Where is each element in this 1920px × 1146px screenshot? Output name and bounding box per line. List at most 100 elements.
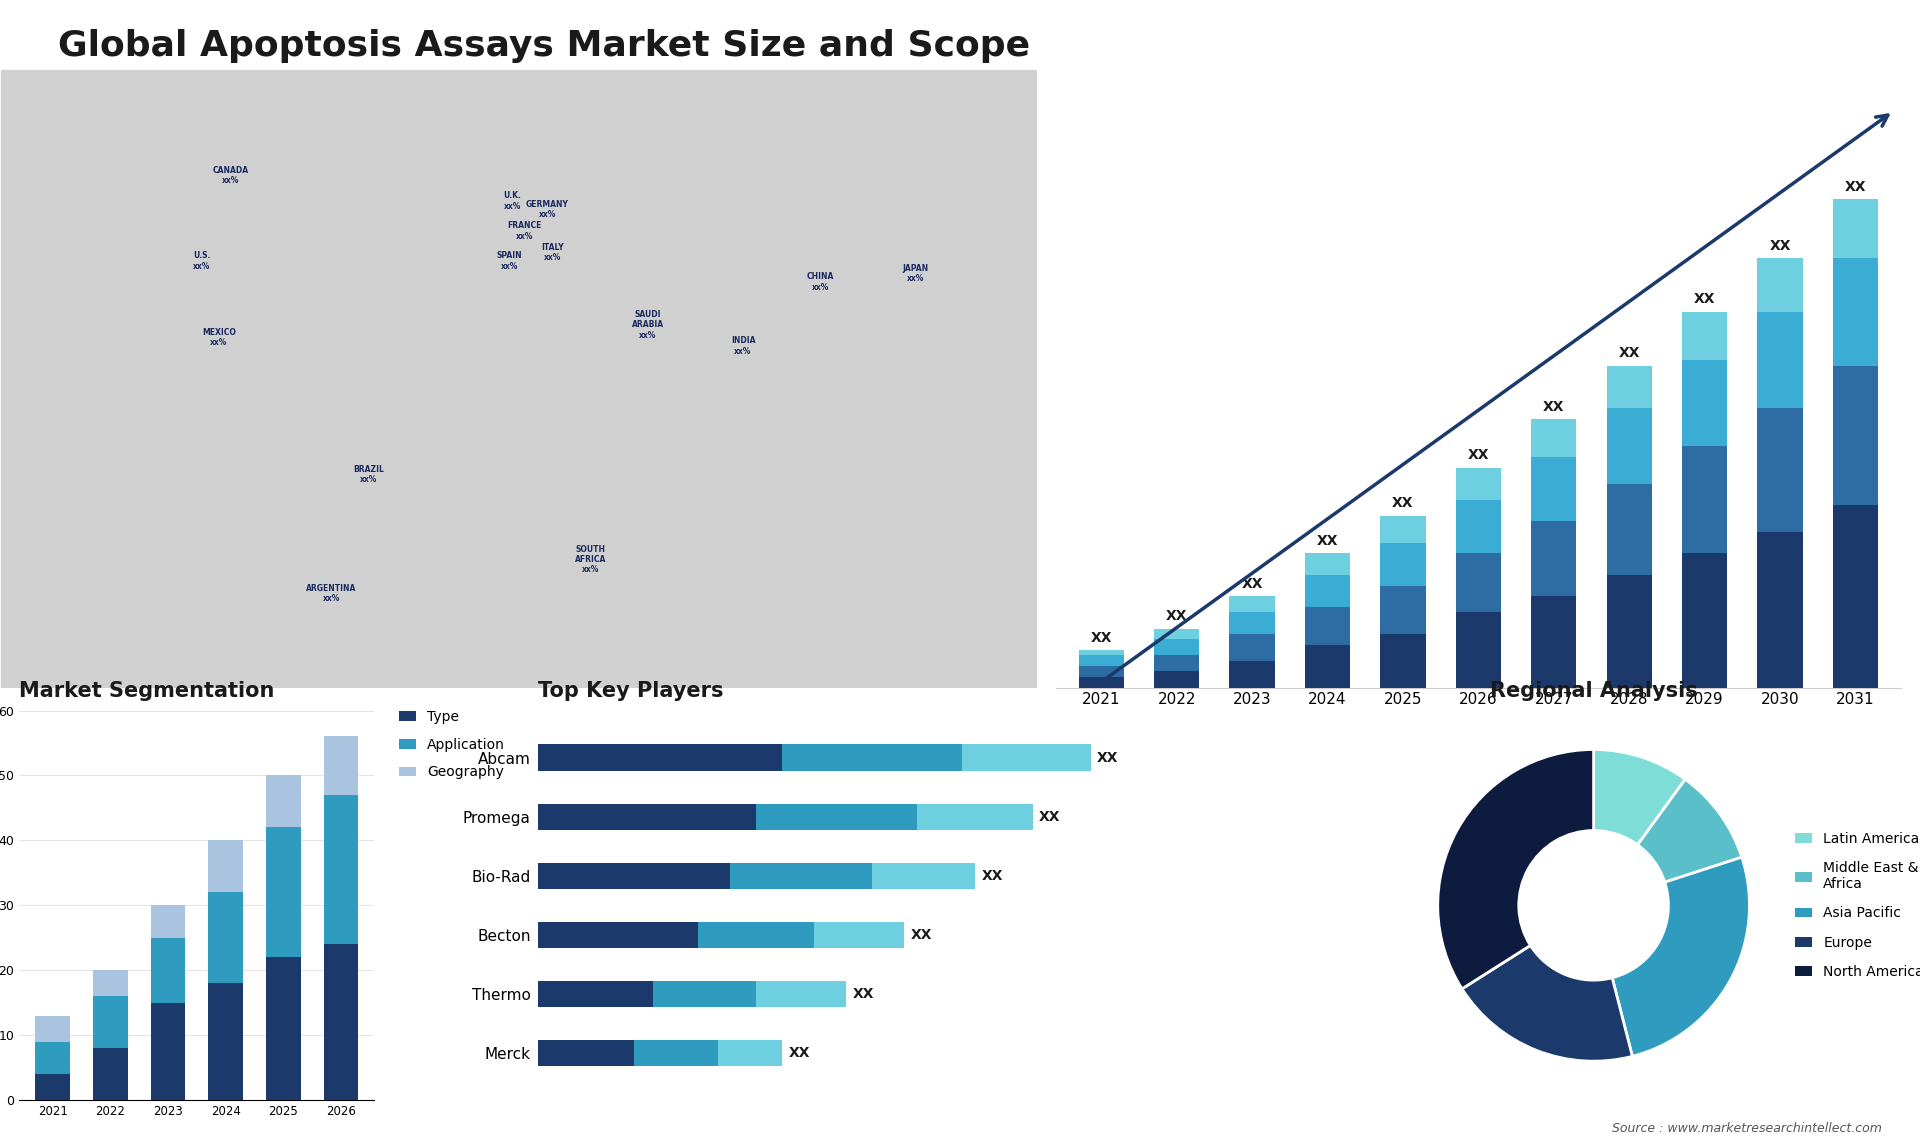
Legend: Type, Application, Geography: Type, Application, Geography <box>399 709 505 779</box>
Text: XX: XX <box>1619 346 1640 360</box>
Bar <box>1154 672 1200 688</box>
Bar <box>209 840 244 893</box>
Bar <box>35 1074 69 1100</box>
Bar <box>1154 639 1200 656</box>
Bar <box>1306 645 1350 688</box>
Bar <box>538 1039 634 1066</box>
Bar <box>150 937 184 1003</box>
Bar <box>1306 607 1350 645</box>
Text: MEXICO
xx%: MEXICO xx% <box>202 328 236 347</box>
Text: CANADA
xx%: CANADA xx% <box>213 166 248 186</box>
Bar <box>92 1049 127 1100</box>
Text: XX: XX <box>789 1046 810 1060</box>
Bar <box>1607 366 1651 408</box>
Bar <box>1079 656 1123 666</box>
Bar <box>1079 666 1123 677</box>
Wedge shape <box>1461 945 1632 1061</box>
Text: INDIA
xx%: INDIA xx% <box>732 337 755 356</box>
Legend: Latin America, Middle East &
Africa, Asia Pacific, Europe, North America: Latin America, Middle East & Africa, Asi… <box>1795 832 1920 979</box>
Bar <box>1154 628 1200 639</box>
Text: SPAIN
xx%: SPAIN xx% <box>497 251 522 270</box>
Bar <box>1834 366 1878 505</box>
Bar <box>1455 500 1501 554</box>
Bar <box>1154 656 1200 672</box>
Bar <box>1079 650 1123 656</box>
Text: BRAZIL
xx%: BRAZIL xx% <box>353 464 384 484</box>
Text: XX: XX <box>1096 751 1119 764</box>
Bar <box>1757 258 1803 312</box>
Bar <box>962 745 1091 771</box>
Text: XX: XX <box>1039 810 1060 824</box>
Text: Global Apoptosis Assays Market Size and Scope: Global Apoptosis Assays Market Size and … <box>58 29 1029 63</box>
Bar <box>1455 612 1501 688</box>
Text: JAPAN
xx%: JAPAN xx% <box>902 264 929 283</box>
Bar <box>1530 457 1576 521</box>
Bar <box>1380 586 1425 634</box>
Text: XX: XX <box>1317 534 1338 548</box>
Bar <box>1530 521 1576 596</box>
Text: Market Segmentation: Market Segmentation <box>19 681 275 700</box>
Bar <box>1682 360 1728 446</box>
Text: XX: XX <box>1845 180 1866 194</box>
Bar <box>1380 516 1425 543</box>
Bar <box>872 863 975 889</box>
Bar <box>1682 446 1728 554</box>
Bar <box>781 745 962 771</box>
Wedge shape <box>1594 749 1686 845</box>
Text: XX: XX <box>1091 630 1112 645</box>
Text: Source : www.marketresearchintellect.com: Source : www.marketresearchintellect.com <box>1611 1122 1882 1135</box>
Bar <box>699 921 814 948</box>
Bar <box>1380 543 1425 586</box>
Bar <box>538 803 756 830</box>
Bar <box>1607 484 1651 575</box>
Bar <box>209 893 244 983</box>
Bar <box>1306 554 1350 575</box>
Bar <box>1455 468 1501 500</box>
Text: SAUDI
ARABIA
xx%: SAUDI ARABIA xx% <box>632 309 664 339</box>
Bar <box>1380 634 1425 688</box>
Bar <box>92 996 127 1049</box>
Bar <box>150 1003 184 1100</box>
Bar <box>1682 554 1728 688</box>
Bar <box>653 981 756 1007</box>
Bar <box>1834 505 1878 688</box>
Bar <box>150 905 184 937</box>
Bar <box>1834 258 1878 366</box>
Bar <box>1757 408 1803 532</box>
Bar <box>538 863 730 889</box>
Text: FRANCE
xx%: FRANCE xx% <box>507 221 541 241</box>
Bar <box>267 827 301 957</box>
Bar <box>1834 199 1878 258</box>
Bar <box>324 795 359 944</box>
Bar <box>730 863 872 889</box>
Text: XX: XX <box>852 987 874 1000</box>
Bar <box>634 1039 718 1066</box>
Bar <box>538 921 699 948</box>
Bar <box>324 944 359 1100</box>
Bar <box>267 776 301 827</box>
Text: CHINA
xx%: CHINA xx% <box>806 273 835 292</box>
Bar <box>35 1042 69 1074</box>
Bar <box>35 1015 69 1042</box>
Bar <box>756 981 847 1007</box>
Text: XX: XX <box>1242 576 1263 591</box>
Bar <box>814 921 904 948</box>
Bar <box>1607 408 1651 484</box>
Bar <box>324 737 359 795</box>
Text: U.S.
xx%: U.S. xx% <box>192 251 211 270</box>
Bar <box>1757 312 1803 408</box>
Bar <box>1079 677 1123 688</box>
Bar <box>538 745 781 771</box>
Bar <box>92 971 127 996</box>
Text: U.K.
xx%: U.K. xx% <box>503 191 522 211</box>
Bar <box>918 803 1033 830</box>
Text: XX: XX <box>910 928 931 942</box>
Bar <box>1229 634 1275 661</box>
Bar <box>267 957 301 1100</box>
Wedge shape <box>1613 857 1749 1057</box>
Wedge shape <box>1438 749 1594 989</box>
Bar <box>1530 419 1576 457</box>
Text: XX: XX <box>1693 292 1715 306</box>
Bar <box>1757 532 1803 688</box>
Text: XX: XX <box>1165 610 1187 623</box>
